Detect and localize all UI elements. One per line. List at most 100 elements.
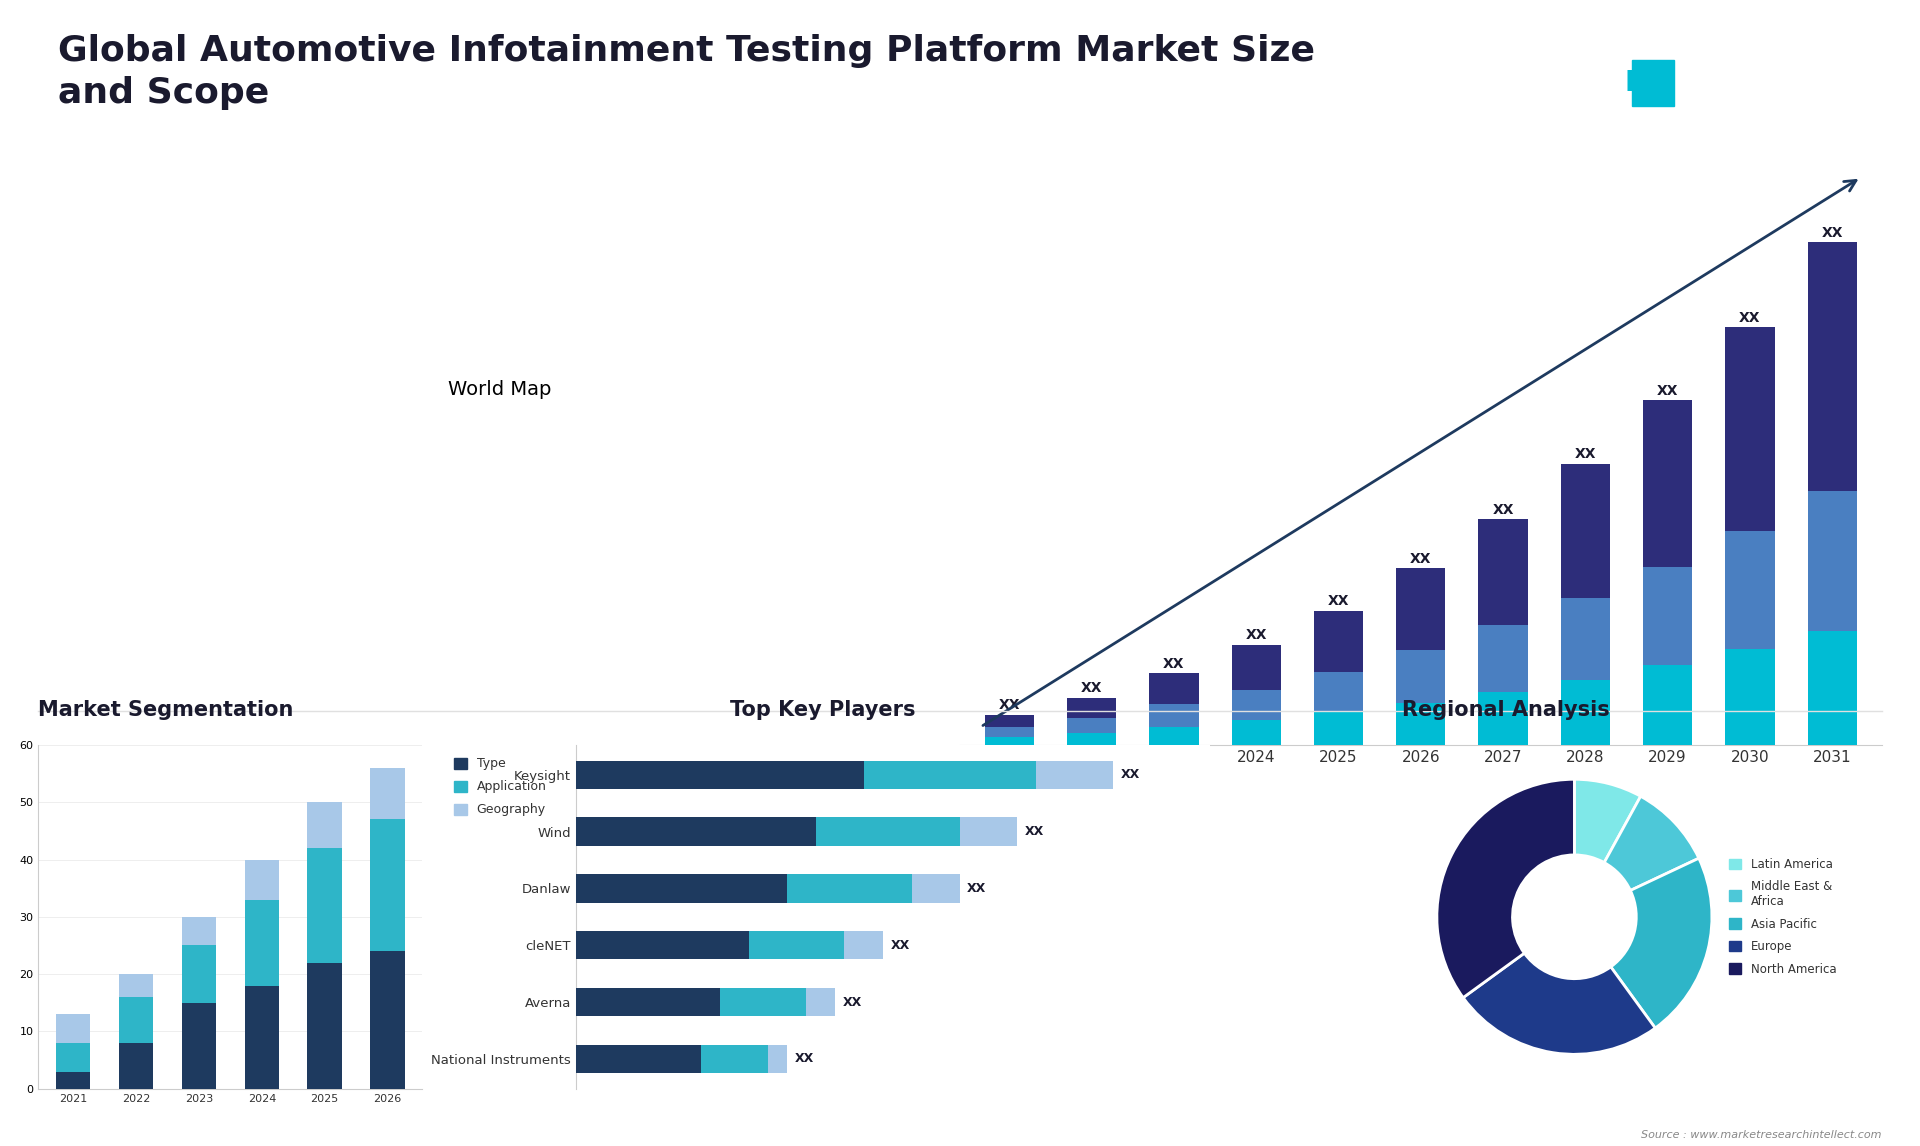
Bar [244, 860, 278, 900]
Bar [1807, 490, 1857, 631]
Text: XX: XX [1409, 551, 1432, 566]
Bar [244, 900, 278, 986]
Bar [119, 997, 154, 1043]
Bar [307, 802, 342, 848]
Text: XX: XX [1121, 768, 1140, 782]
Bar [1396, 568, 1446, 650]
Bar [307, 848, 342, 963]
Text: XX: XX [795, 1052, 814, 1066]
Bar [576, 988, 720, 1017]
Wedge shape [1611, 858, 1713, 1028]
Bar [912, 874, 960, 903]
Bar [182, 945, 217, 1003]
Bar [371, 819, 405, 951]
Bar [1726, 327, 1774, 531]
Bar [720, 988, 806, 1017]
Bar [985, 727, 1035, 737]
Bar [816, 817, 960, 846]
Bar [1150, 673, 1198, 704]
Bar [56, 1072, 90, 1089]
Text: Top Key Players: Top Key Players [730, 700, 916, 720]
Bar [1037, 761, 1114, 788]
Bar [1313, 611, 1363, 672]
Bar [1068, 732, 1116, 745]
Text: Global Automotive Infotainment Testing Platform Market Size
and Scope: Global Automotive Infotainment Testing P… [58, 34, 1315, 110]
Bar [1644, 665, 1692, 745]
Bar [576, 1045, 701, 1073]
Text: XX: XX [1081, 681, 1102, 696]
Text: Source : www.marketresearchintellect.com: Source : www.marketresearchintellect.com [1642, 1130, 1882, 1140]
Bar [307, 963, 342, 1089]
Text: XX: XX [1025, 825, 1044, 838]
Text: RESEARCH: RESEARCH [1814, 78, 1876, 88]
Text: INTELLECT: INTELLECT [1814, 107, 1876, 117]
Legend: Type, Application, Geography: Type, Application, Geography [447, 751, 553, 823]
Bar [1396, 650, 1446, 702]
Bar [371, 951, 405, 1089]
Bar [576, 874, 787, 903]
Text: XX: XX [1164, 657, 1185, 670]
Text: MARKET: MARKET [1828, 49, 1876, 60]
Bar [244, 986, 278, 1089]
Bar [1231, 645, 1281, 690]
Bar [182, 917, 217, 945]
Text: World Map: World Map [447, 380, 551, 399]
Bar [1150, 727, 1198, 745]
Bar [1561, 598, 1611, 680]
Bar [1068, 719, 1116, 732]
Bar [985, 737, 1035, 745]
Text: XX: XX [998, 698, 1020, 713]
Text: XX: XX [1657, 384, 1678, 398]
Text: XX: XX [843, 996, 862, 1008]
Bar [768, 1045, 787, 1073]
Text: XX: XX [891, 939, 910, 951]
Bar [749, 931, 845, 959]
Bar [1313, 713, 1363, 745]
Text: XX: XX [968, 882, 987, 895]
Bar [1561, 680, 1611, 745]
Bar [1231, 721, 1281, 745]
Bar [1068, 698, 1116, 719]
Bar [119, 1043, 154, 1089]
Bar [787, 874, 912, 903]
Bar [1150, 704, 1198, 727]
Wedge shape [1574, 779, 1642, 863]
Bar [1478, 626, 1528, 692]
Bar [1726, 649, 1774, 745]
Bar [576, 817, 816, 846]
Bar [1807, 243, 1857, 490]
Bar [119, 974, 154, 997]
Text: Regional Analysis: Regional Analysis [1402, 700, 1609, 720]
Bar [56, 1043, 90, 1072]
Bar [1396, 702, 1446, 745]
Bar [1478, 519, 1528, 626]
Bar [1807, 631, 1857, 745]
Bar [985, 715, 1035, 727]
Bar [1644, 400, 1692, 567]
Wedge shape [1436, 779, 1574, 998]
Text: M: M [1624, 69, 1651, 97]
Text: XX: XX [1492, 503, 1513, 517]
Bar [960, 817, 1018, 846]
Text: XX: XX [1329, 594, 1350, 609]
Bar [1644, 567, 1692, 665]
Wedge shape [1605, 796, 1699, 890]
Bar [576, 931, 749, 959]
Text: XX: XX [1246, 628, 1267, 642]
Text: XX: XX [1574, 447, 1596, 462]
Bar [845, 931, 883, 959]
Bar [1478, 692, 1528, 745]
Text: Market Segmentation: Market Segmentation [38, 700, 294, 720]
Legend: Latin America, Middle East &
Africa, Asia Pacific, Europe, North America: Latin America, Middle East & Africa, Asi… [1724, 853, 1841, 981]
Text: XX: XX [1822, 226, 1843, 240]
Bar [806, 988, 835, 1017]
Bar [1561, 464, 1611, 598]
Bar [56, 1014, 90, 1043]
Bar [182, 1003, 217, 1089]
Bar [1313, 672, 1363, 713]
Text: XX: XX [1740, 311, 1761, 324]
Bar [701, 1045, 768, 1073]
Bar [1231, 690, 1281, 721]
FancyArrow shape [1632, 60, 1674, 107]
Bar [864, 761, 1037, 788]
